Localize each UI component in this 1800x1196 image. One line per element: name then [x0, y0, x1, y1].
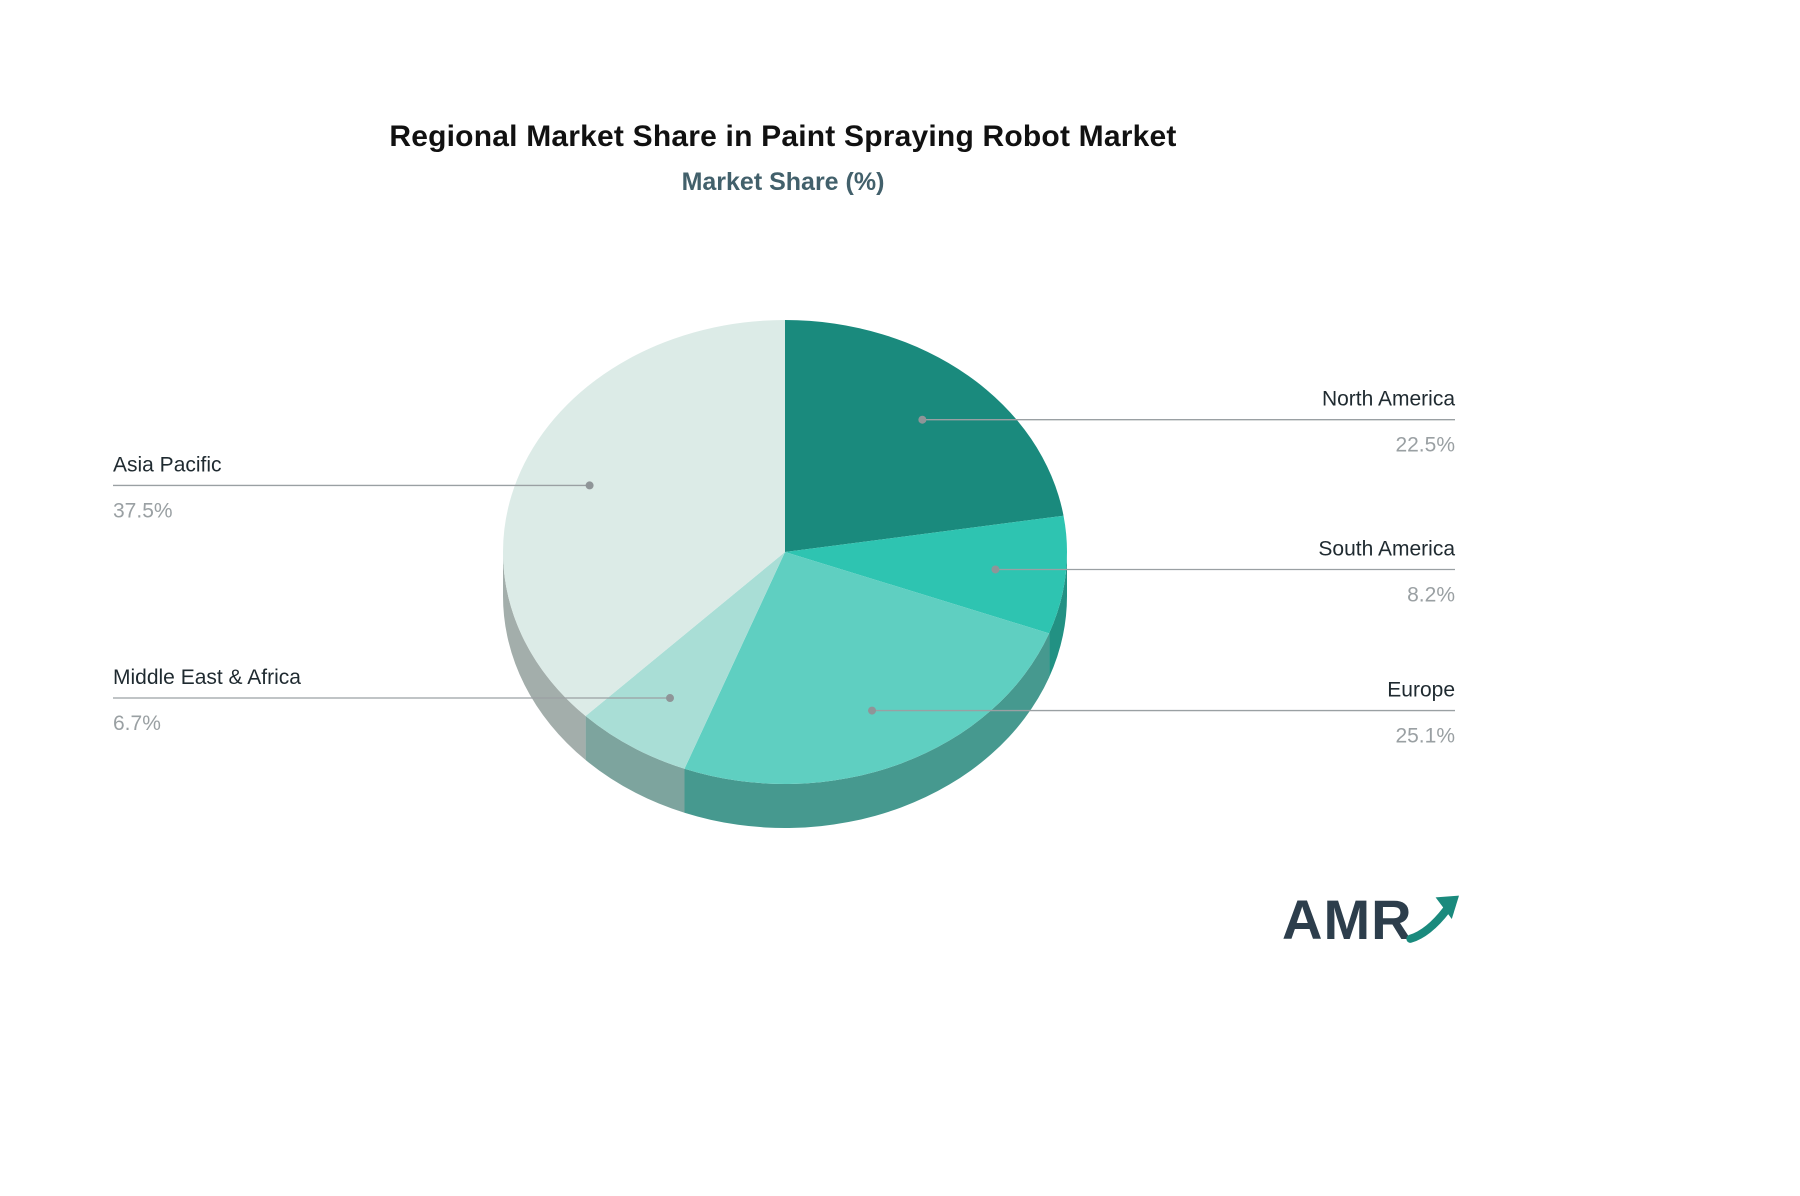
leader-dot-middle-east-africa — [665, 694, 674, 703]
pie-slice-north-america[interactable] — [785, 320, 1064, 552]
slice-value-middle-east-africa: 6.7% — [113, 712, 161, 735]
pie-slice-middle-east-africa[interactable] — [585, 552, 785, 769]
pie-slice-europe[interactable] — [684, 552, 1050, 785]
slice-label-middle-east-africa: Middle East & Africa — [113, 666, 301, 689]
slice-value-north-america: 22.5% — [1395, 434, 1455, 457]
leader-dot-south-america — [991, 565, 1000, 574]
pie-slice-depth-europe — [684, 633, 1050, 829]
slice-label-asia-pacific: Asia Pacific — [113, 453, 222, 476]
slice-value-asia-pacific: 37.5% — [113, 499, 173, 522]
slice-label-south-america: South America — [1318, 537, 1455, 560]
leader-dot-north-america — [918, 415, 927, 424]
chart-title: Regional Market Share in Paint Spraying … — [389, 120, 1177, 153]
pie-slice-depth-asia-pacific — [503, 552, 586, 761]
slice-label-north-america: North America — [1322, 388, 1455, 411]
amr-logo-arrow-icon — [1405, 895, 1459, 943]
pie-slice-depth-south-america — [1049, 552, 1067, 678]
leader-dot-europe — [868, 706, 877, 715]
pie-slice-depth-middle-east-africa — [585, 716, 685, 813]
pie-slice-asia-pacific[interactable] — [502, 320, 785, 717]
chart-subtitle: Market Share (%) — [681, 168, 885, 196]
amr-logo: AMR — [1282, 892, 1461, 948]
slice-value-europe: 25.1% — [1395, 725, 1455, 748]
pie-slice-south-america[interactable] — [785, 515, 1067, 634]
amr-logo-text: AMR — [1282, 888, 1413, 951]
slice-value-south-america: 8.2% — [1407, 583, 1455, 606]
slice-label-europe: Europe — [1387, 679, 1455, 702]
leader-dot-asia-pacific — [585, 481, 594, 490]
